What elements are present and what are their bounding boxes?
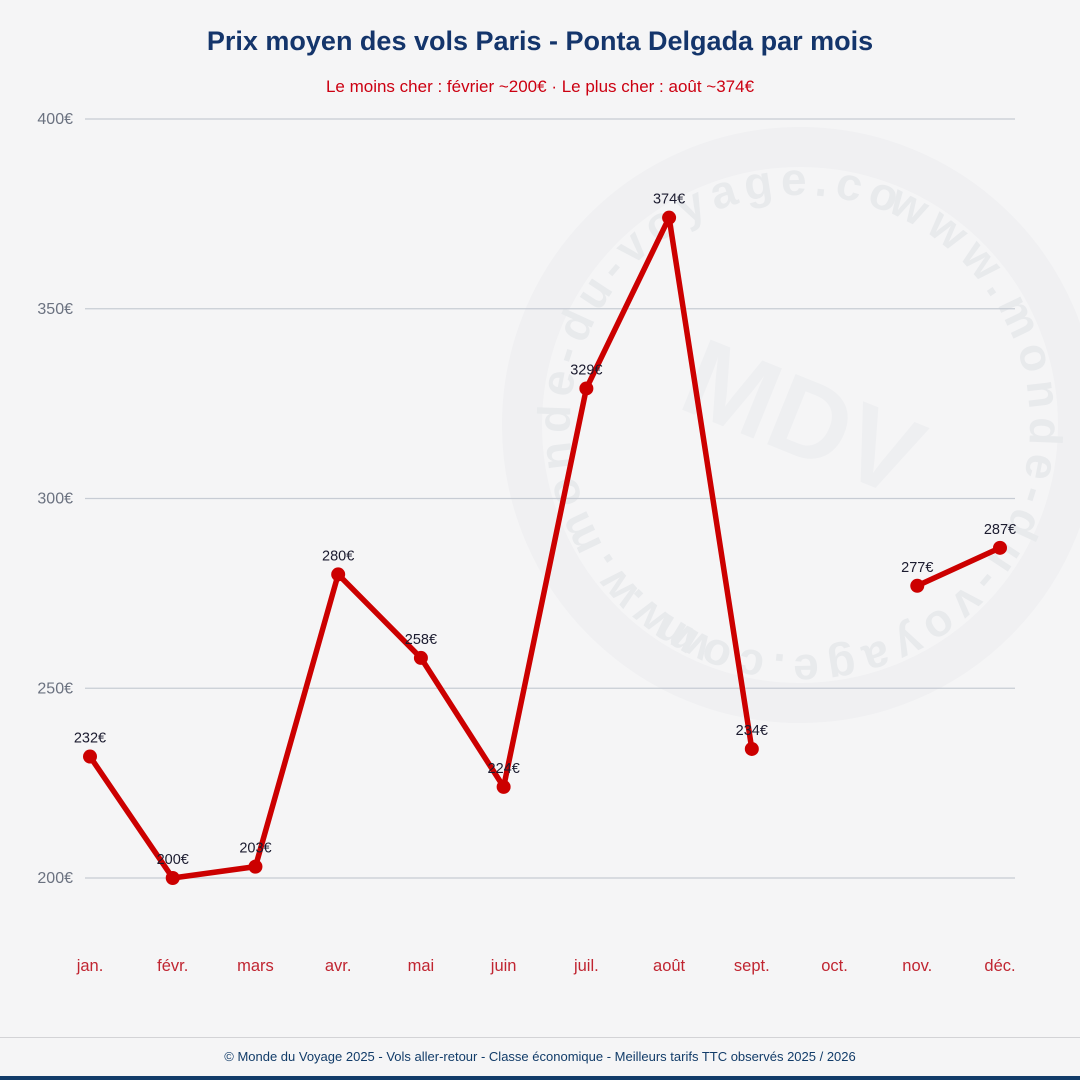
month-label: nov. xyxy=(902,957,932,975)
y-tick-label: 200€ xyxy=(37,870,73,887)
y-tick-label: 400€ xyxy=(37,111,73,128)
data-point-label: 287€ xyxy=(984,522,1016,538)
data-point-label: 224€ xyxy=(488,761,520,777)
y-tick-label: 300€ xyxy=(37,491,73,508)
month-label: févr. xyxy=(157,957,188,975)
month-label: jan. xyxy=(76,957,104,975)
price-line xyxy=(914,545,1003,589)
data-point xyxy=(83,749,97,764)
data-point-label: 234€ xyxy=(736,723,768,739)
watermark-ring xyxy=(501,126,1080,723)
chart-subtitle: Le moins cher : février ~200€ · Le plus … xyxy=(325,77,755,96)
data-point xyxy=(413,650,428,665)
month-label: août xyxy=(653,957,686,975)
data-point-label: 258€ xyxy=(405,632,437,648)
chart-title: Prix moyen des vols Paris - Ponta Delgad… xyxy=(206,26,874,56)
data-point-label: 280€ xyxy=(322,548,354,564)
data-point xyxy=(662,210,677,225)
watermark-center-text: MDV xyxy=(666,315,939,521)
chart-footer: © Monde du Voyage 2025 - Vols aller-reto… xyxy=(0,1037,1080,1080)
month-label: sept. xyxy=(734,957,770,975)
data-point-label: 203€ xyxy=(239,841,271,857)
data-point xyxy=(331,567,346,582)
y-tick-label: 250€ xyxy=(37,680,73,697)
month-label: déc. xyxy=(984,957,1015,975)
data-point xyxy=(165,871,180,885)
y-tick-label: 350€ xyxy=(37,301,73,318)
data-point-label: 329€ xyxy=(570,362,602,378)
data-point xyxy=(579,381,594,396)
month-label: juil. xyxy=(573,957,599,975)
price-line xyxy=(87,214,755,881)
footer-text: © Monde du Voyage 2025 - Vols aller-reto… xyxy=(224,1049,856,1064)
data-point-label: 277€ xyxy=(901,560,933,576)
data-point-label: 200€ xyxy=(157,852,189,868)
data-point-label: 374€ xyxy=(653,192,685,208)
data-point xyxy=(993,540,1007,555)
watermark-text: www.monde-du-voyage.com xyxy=(0,0,987,683)
data-point xyxy=(248,859,263,874)
data-point xyxy=(496,779,511,794)
data-point xyxy=(744,741,759,756)
data-point xyxy=(910,578,925,593)
month-label: juin xyxy=(490,957,517,975)
month-label: avr. xyxy=(325,957,352,975)
month-label: mars xyxy=(237,957,274,975)
month-label: oct. xyxy=(821,957,848,975)
watermark: www.monde-du-voyage.com .www.monde-du-vo… xyxy=(0,0,1080,780)
month-label: mai xyxy=(408,957,435,975)
data-point-label: 232€ xyxy=(74,731,106,747)
